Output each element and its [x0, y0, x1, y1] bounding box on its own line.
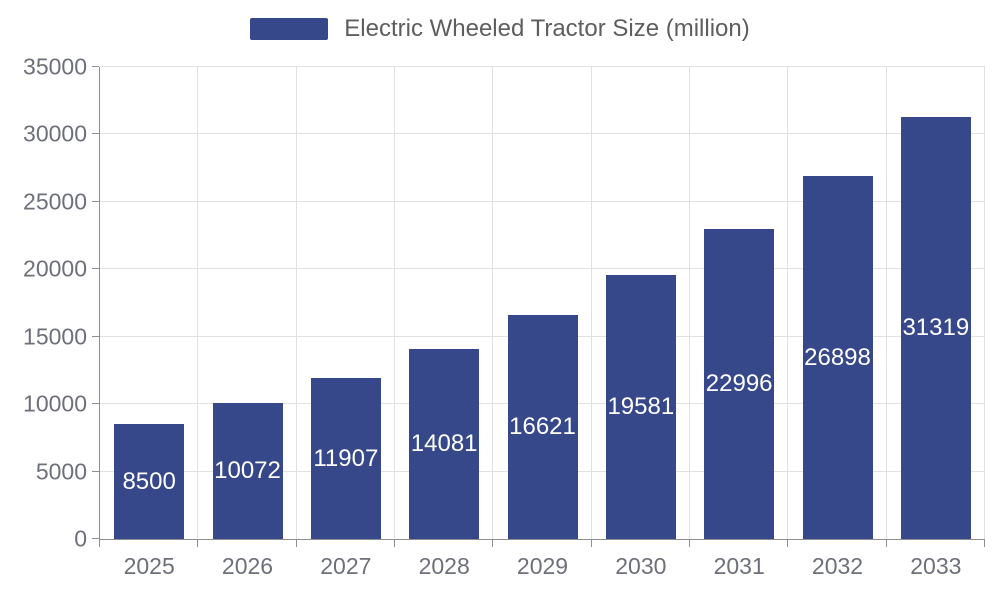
bar-2032[interactable]: 26898	[802, 176, 873, 539]
gridline-horizontal	[100, 66, 985, 67]
x-axis-label: 2030	[615, 553, 667, 579]
y-axis-tick	[92, 470, 99, 472]
y-axis-label: 10000	[23, 390, 87, 417]
x-axis-label: 2025	[123, 553, 175, 579]
y-axis-tick	[92, 200, 99, 202]
gridline-vertical	[787, 67, 789, 539]
y-axis-label: 25000	[23, 188, 87, 215]
x-axis-tick	[394, 540, 395, 547]
y-axis-label: 15000	[23, 323, 87, 350]
x-axis-label: 2031	[713, 553, 765, 579]
y-axis-label: 20000	[23, 255, 87, 282]
y-axis-tick	[92, 538, 99, 539]
bar-2029[interactable]: 16621	[507, 314, 578, 539]
y-axis-label: 0	[74, 525, 87, 552]
x-axis-label: 2029	[516, 553, 569, 579]
gridline-vertical	[984, 67, 985, 539]
bar-value-label: 14081	[410, 430, 478, 458]
bar-value-label: 26898	[804, 343, 871, 371]
y-axis-tick	[92, 268, 99, 270]
y-axis-line	[99, 67, 100, 539]
bar-2027[interactable]: 11907	[310, 378, 381, 539]
x-axis-tick	[787, 540, 789, 547]
x-axis-label: 2027	[320, 553, 372, 579]
bar-value-label: 22996	[705, 369, 773, 397]
x-axis-label: 2028	[418, 553, 470, 579]
legend-label: Electric Wheeled Tractor Size (million)	[344, 15, 750, 42]
gridline-vertical	[590, 67, 592, 539]
gridline-vertical	[885, 67, 887, 539]
x-axis-tick	[984, 540, 985, 547]
x-axis-tick	[689, 540, 690, 547]
gridline-vertical	[197, 67, 199, 539]
x-axis-tick	[492, 540, 494, 547]
x-axis-label: 2032	[811, 553, 864, 579]
y-axis-label: 30000	[23, 120, 87, 147]
gridline-horizontal	[100, 200, 985, 202]
x-axis-label: 2026	[221, 553, 274, 579]
gridline-vertical	[394, 67, 395, 539]
x-axis-tick	[99, 540, 100, 547]
x-axis-tick	[590, 540, 592, 547]
legend-item[interactable]: Electric Wheeled Tractor Size (million)	[0, 14, 1000, 44]
y-axis-label: 5000	[35, 458, 87, 485]
x-axis-tick	[885, 540, 887, 547]
bar-2026[interactable]: 10072	[212, 403, 283, 539]
gridline-horizontal	[100, 268, 985, 270]
bar-2031[interactable]: 22996	[704, 228, 775, 539]
bar-2025[interactable]: 8500	[114, 424, 185, 539]
y-axis-label: 35000	[23, 53, 87, 80]
gridline-vertical	[689, 67, 690, 539]
y-axis-tick	[92, 335, 99, 337]
bar-value-label: 10072	[214, 457, 281, 485]
x-axis-label: 2033	[910, 553, 962, 579]
gridline-vertical	[295, 67, 297, 539]
x-axis-line	[99, 539, 985, 540]
x-axis-tick	[197, 540, 199, 547]
y-axis-tick	[92, 133, 99, 135]
bar-value-label: 31319	[902, 313, 970, 341]
gridline-vertical	[492, 67, 494, 539]
legend-swatch	[250, 18, 329, 40]
bar-value-label: 16621	[509, 412, 576, 440]
x-axis-tick	[295, 540, 297, 547]
bar-value-label: 11907	[313, 444, 379, 472]
y-axis-tick	[92, 66, 99, 67]
bar-2033[interactable]: 31319	[900, 116, 971, 539]
bar-2030[interactable]: 19581	[605, 274, 676, 539]
y-axis-tick	[92, 403, 99, 405]
bar-2028[interactable]: 14081	[409, 349, 480, 539]
bar-value-label: 8500	[122, 467, 176, 495]
plot-area: 0 5000 10000 15000 20000 25000 30000 35000 8500 2…	[23, 54, 985, 579]
gridline-horizontal	[100, 133, 985, 135]
bar-value-label: 19581	[607, 392, 675, 420]
